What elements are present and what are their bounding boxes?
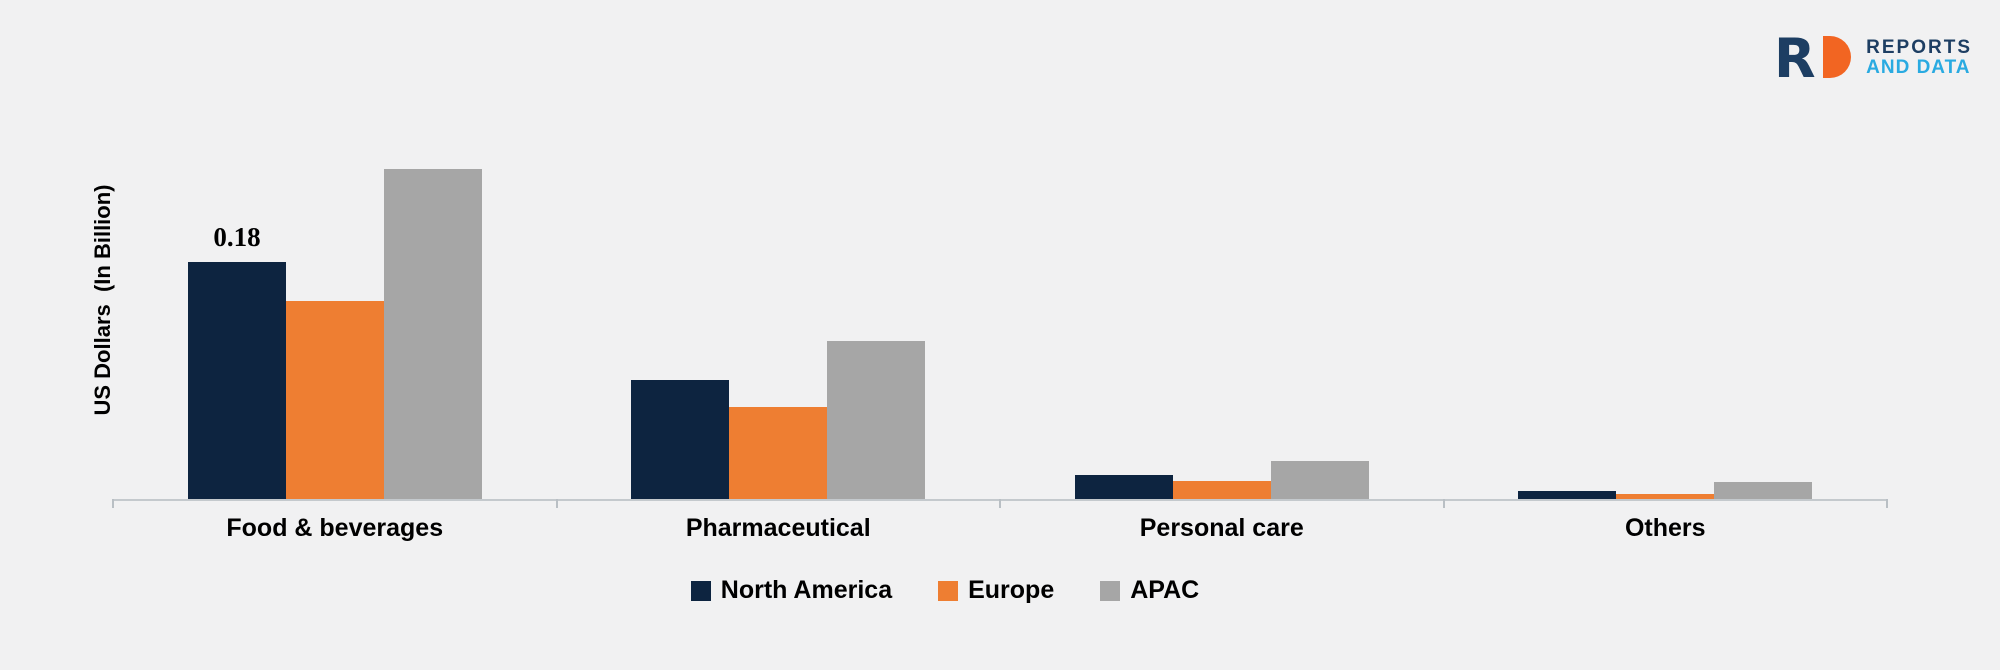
bar-europe-pharmaceutical <box>729 407 827 499</box>
legend-label-apac: APAC <box>1130 576 1200 604</box>
bar-apac-pharmaceutical <box>827 341 925 499</box>
logo-mark-d <box>1823 36 1852 78</box>
logo-line2: AND DATA <box>1866 56 1971 78</box>
x-axis-label-others: Others <box>1624 514 1706 542</box>
bar-apac-personal-care <box>1271 461 1369 499</box>
x-axis-tick <box>1442 499 1445 508</box>
bar-north-america-food-beverages <box>188 262 286 499</box>
legend-swatch-apac <box>1100 580 1121 601</box>
logo-mark-r: R <box>1777 34 1816 80</box>
bar-north-america-personal-care <box>1075 475 1173 499</box>
bar-europe-personal-care <box>1173 481 1271 499</box>
x-axis-label-pharmaceutical: Pharmaceutical <box>685 514 871 542</box>
legend-label-north-america: North America <box>720 576 893 604</box>
legend-label-europe: Europe <box>968 576 1055 604</box>
bar-north-america-others <box>1518 491 1616 499</box>
legend: North America Europe APAC <box>0 576 1890 605</box>
bar-apac-food-beverages <box>384 169 482 499</box>
logo-text: REPORTS AND DATA <box>1866 38 1972 77</box>
reports-and-data-logo: R REPORTS AND DATA <box>1777 34 1972 80</box>
legend-item-north-america: North America <box>690 576 893 605</box>
bar-europe-others <box>1616 494 1714 499</box>
logo-rd-mark-icon: R <box>1777 34 1852 80</box>
bar-north-america-pharmaceutical <box>631 380 729 499</box>
data-label-north-america-food-beverages: 0.18 <box>213 222 261 252</box>
legend-swatch-north-america <box>690 580 711 601</box>
x-axis-label-personal-care: Personal care <box>1139 514 1304 542</box>
x-axis-tick <box>1886 499 1888 508</box>
legend-item-europe: Europe <box>938 576 1054 605</box>
legend-swatch-europe <box>938 580 959 601</box>
x-axis-tick <box>555 499 558 508</box>
bar-europe-food-beverages <box>286 301 384 499</box>
x-axis-tick <box>112 499 114 508</box>
bar-apac-others <box>1714 482 1812 499</box>
x-axis-label-food-beverages: Food & beverages <box>226 514 444 542</box>
legend-item-apac: APAC <box>1100 576 1199 605</box>
y-axis-title: US Dollars (In Billion) <box>90 184 115 416</box>
x-axis-tick <box>999 499 1001 508</box>
logo-line1: REPORTS <box>1866 36 1972 58</box>
